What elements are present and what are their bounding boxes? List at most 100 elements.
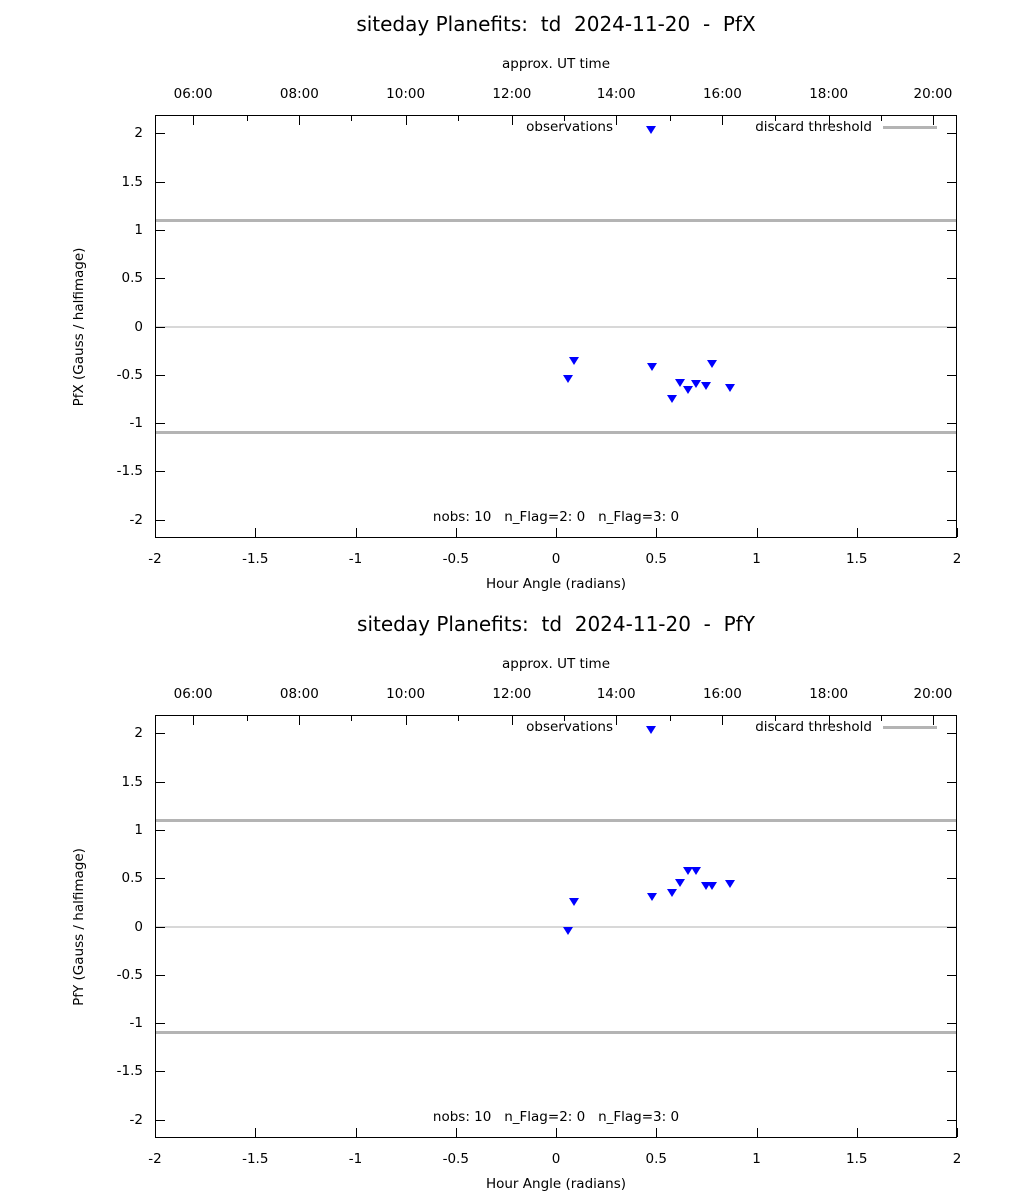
discard-threshold-line [156, 218, 956, 222]
legend-threshold-line-sample [883, 726, 937, 729]
x2-axis-label: approx. UT time [502, 656, 610, 672]
observation-marker [563, 927, 574, 936]
y-tick [156, 974, 165, 976]
x-tick-label: -0.5 [442, 1151, 469, 1167]
x2-minor-tick [457, 116, 459, 121]
x-tick-label: 1.5 [846, 551, 868, 567]
zero-line [156, 325, 956, 328]
x-axis-label: Hour Angle (radians) [485, 1176, 627, 1192]
y-tick-mirror [947, 829, 956, 831]
chart-title: siteday Planefits: td 2024-11-20 - PfY [357, 612, 755, 636]
x-tick-label: -2 [148, 551, 162, 567]
chart-pfx: siteday Planefits: td 2024-11-20 - PfX a… [71, 12, 961, 592]
x-tick-label: 0.5 [645, 551, 667, 567]
observation-marker [701, 881, 712, 890]
x-tick [856, 528, 858, 537]
plot-border [155, 115, 957, 538]
x-tick-label: 0 [551, 551, 561, 567]
nobs-annotation: nobs: 10 n_Flag=2: 0 n_Flag=3: 0 [432, 509, 680, 525]
x2-tick [828, 116, 830, 125]
x-tick [656, 528, 658, 537]
y-tick-mirror [947, 519, 956, 521]
x-tick-label: 0.5 [645, 1151, 667, 1167]
y-tick [156, 423, 165, 425]
x2-tick [405, 716, 407, 725]
observation-marker [563, 374, 574, 383]
x-tick [957, 1128, 958, 1137]
y-tick-label: 0.5 [121, 270, 143, 287]
observation-marker [707, 360, 718, 369]
x-tick [656, 1128, 658, 1137]
y-tick [156, 781, 165, 783]
y-tick-mirror [947, 133, 956, 135]
y-tick [156, 1023, 165, 1025]
nobs-annotation: nobs: 10 n_Flag=2: 0 n_Flag=3: 0 [432, 1109, 680, 1125]
x2-minor-tick [670, 116, 672, 121]
y-tick-label: 2 [134, 125, 143, 142]
y-tick [156, 878, 165, 880]
x2-tick [722, 116, 724, 125]
observation-marker [667, 888, 678, 897]
observation-marker [667, 394, 678, 403]
x-tick [255, 1128, 257, 1137]
x2-minor-tick [247, 116, 249, 121]
x-tick-label: 1 [752, 551, 761, 567]
x-tick-label: 0 [551, 1151, 561, 1167]
y-tick-label: 2 [134, 725, 143, 742]
y-tick [156, 1119, 165, 1121]
y-tick-label: -1 [129, 1015, 143, 1032]
x-tick [957, 528, 958, 537]
y-tick-label: 1.5 [121, 173, 143, 190]
observation-marker [647, 892, 658, 901]
x-tick-label: -1.5 [242, 1151, 269, 1167]
discard-threshold-line [156, 1031, 956, 1035]
x2-minor-tick [774, 116, 776, 121]
x2-tick-label: 08:00 [279, 86, 319, 102]
x2-minor-tick [351, 116, 353, 121]
legend-observations-marker-icon [646, 126, 656, 134]
x-tick-label: -2 [148, 1151, 162, 1167]
legend-observations-marker-icon [646, 726, 656, 734]
x-tick [455, 1128, 457, 1137]
x2-tick-label: 18:00 [809, 686, 849, 702]
x-tick-label: 1.5 [846, 1151, 868, 1167]
legend-threshold-label: discard threshold [755, 719, 872, 735]
y-tick [156, 519, 165, 521]
x2-tick [616, 716, 618, 725]
x2-tick-label: 14:00 [596, 86, 636, 102]
y-tick [156, 181, 165, 183]
legend-threshold-label: discard threshold [755, 119, 872, 135]
x2-axis-label: approx. UT time [502, 56, 610, 72]
x2-tick-label: 16:00 [702, 686, 742, 702]
y-tick [156, 733, 165, 735]
x-tick-label: -1 [348, 551, 363, 567]
observation-marker [725, 384, 736, 393]
observation-marker [569, 898, 580, 907]
x-tick [756, 528, 758, 537]
y-tick-label: 1 [134, 221, 143, 238]
y-tick-mirror [947, 229, 956, 231]
y-tick [156, 926, 165, 928]
x2-tick [193, 116, 195, 125]
observation-marker [683, 386, 694, 395]
x-tick [155, 1128, 156, 1137]
x2-minor-tick [880, 116, 882, 121]
x-tick [556, 528, 557, 537]
x2-tick-label: 06:00 [173, 686, 213, 702]
x-axis-label: Hour Angle (radians) [485, 576, 627, 592]
y-tick-label: 0 [134, 918, 143, 935]
x2-tick-label: 12:00 [492, 86, 532, 102]
y-tick [156, 278, 165, 280]
y-tick [156, 326, 165, 328]
observation-marker [647, 363, 658, 372]
observation-marker [701, 382, 712, 391]
x2-tick [932, 716, 934, 725]
x-tick-label: -1 [348, 1151, 363, 1167]
y-tick [156, 471, 165, 473]
x2-tick-label: 20:00 [913, 86, 953, 102]
x2-tick [828, 716, 830, 725]
x2-minor-tick [670, 716, 672, 721]
y-tick [156, 374, 165, 376]
x-tick [756, 1128, 758, 1137]
x2-minor-tick [564, 116, 566, 121]
